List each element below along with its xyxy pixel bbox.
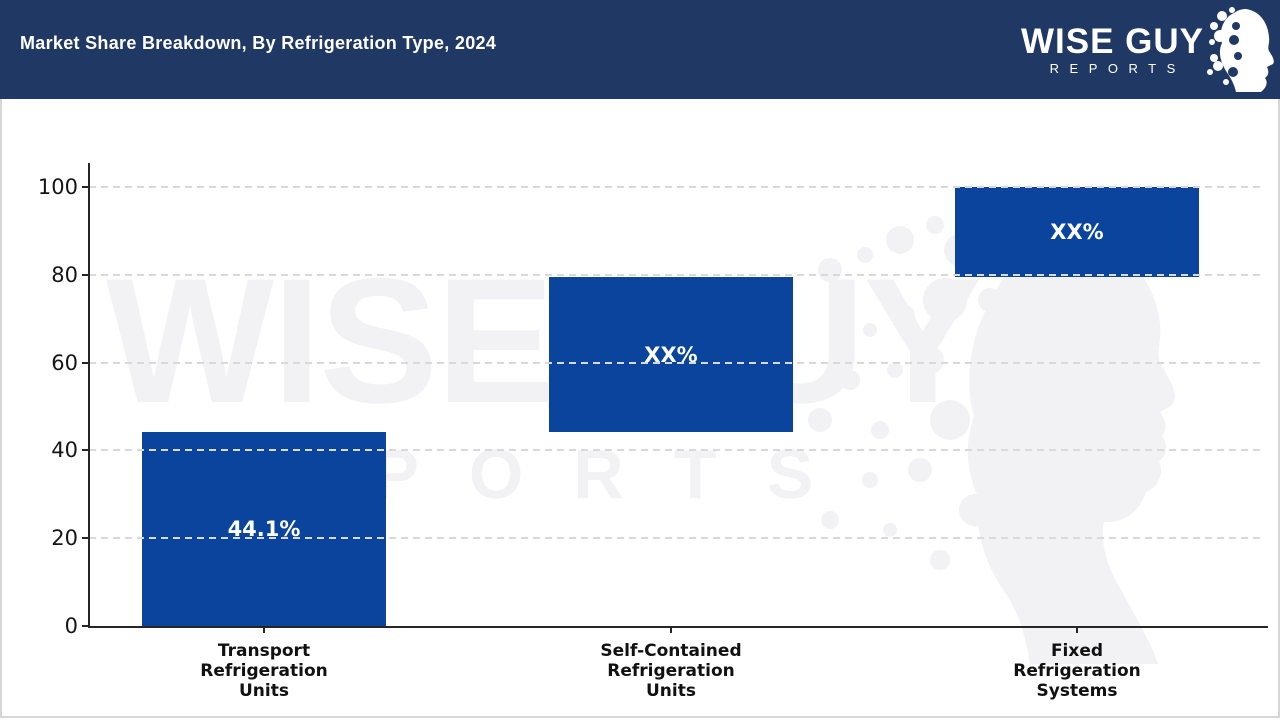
logo-subtitle: REPORTS — [1049, 61, 1186, 76]
y-tick-mark — [82, 625, 89, 627]
x-tick-mark — [263, 627, 265, 633]
x-tick-mark — [670, 627, 672, 633]
x-tick-mark — [1076, 627, 1078, 633]
bar-value-label: XX% — [1050, 219, 1104, 244]
y-tick-mark — [82, 449, 89, 452]
y-tick-label: 0 — [64, 614, 78, 638]
gridline — [89, 361, 1262, 364]
bar-segment: XX% — [549, 276, 793, 433]
x-axis-label: Transport Refrigeration Units — [104, 641, 424, 701]
y-tick-label: 60 — [51, 350, 78, 375]
x-axis-spine — [88, 626, 1268, 628]
y-axis-spine — [88, 163, 90, 628]
y-tick-label: 100 — [37, 175, 78, 199]
x-axis-label-line: Refrigeration — [607, 661, 735, 681]
logo-text: WISE GUY REPORTS — [1021, 22, 1204, 76]
page-title: Market Share Breakdown, By Refrigeration… — [20, 33, 497, 53]
x-axis-label-line: Self-Contained — [600, 641, 742, 661]
y-tick-mark — [82, 537, 89, 540]
y-tick-label: 20 — [51, 526, 78, 551]
y-tick-mark — [82, 273, 89, 276]
gridline — [89, 537, 1262, 540]
logo-face-icon — [1207, 7, 1274, 92]
x-axis-label-line: Systems — [1036, 681, 1118, 701]
gridline — [89, 273, 1262, 276]
x-axis-label-line: Refrigeration — [200, 661, 328, 681]
brand-logo: WISE GUY REPORTS — [1021, 6, 1274, 92]
page-edge-bottom — [0, 716, 1280, 718]
bar-segment: 44.1% — [142, 432, 386, 626]
watermark-wordmark: WISE GUY — [106, 241, 982, 440]
x-axis-label-line: Fixed — [1050, 641, 1104, 661]
y-tick-mark — [82, 186, 89, 188]
header: Market Share Breakdown, By Refrigeration… — [0, 0, 1280, 99]
watermark-face-icon — [808, 216, 1175, 664]
y-tick-label: 80 — [51, 262, 78, 287]
gridline — [89, 186, 1262, 188]
logo-wordmark: WISE GUY — [1020, 22, 1204, 61]
x-axis-label-line: Units — [646, 681, 696, 701]
x-axis-label-line: Refrigeration — [1013, 661, 1141, 681]
x-axis-label: Self-Contained Refrigeration Units — [511, 641, 831, 701]
bar-segment: XX% — [955, 187, 1199, 277]
page-edge-right — [1278, 99, 1280, 718]
page-edge-left — [0, 99, 2, 718]
x-axis-label-line: Units — [239, 681, 289, 701]
y-tick-label: 40 — [51, 438, 78, 463]
gridline — [89, 449, 1262, 452]
x-axis-label-line: Transport — [217, 641, 311, 661]
x-axis-label: Fixed Refrigeration Systems — [917, 641, 1237, 701]
y-tick-mark — [82, 361, 89, 364]
